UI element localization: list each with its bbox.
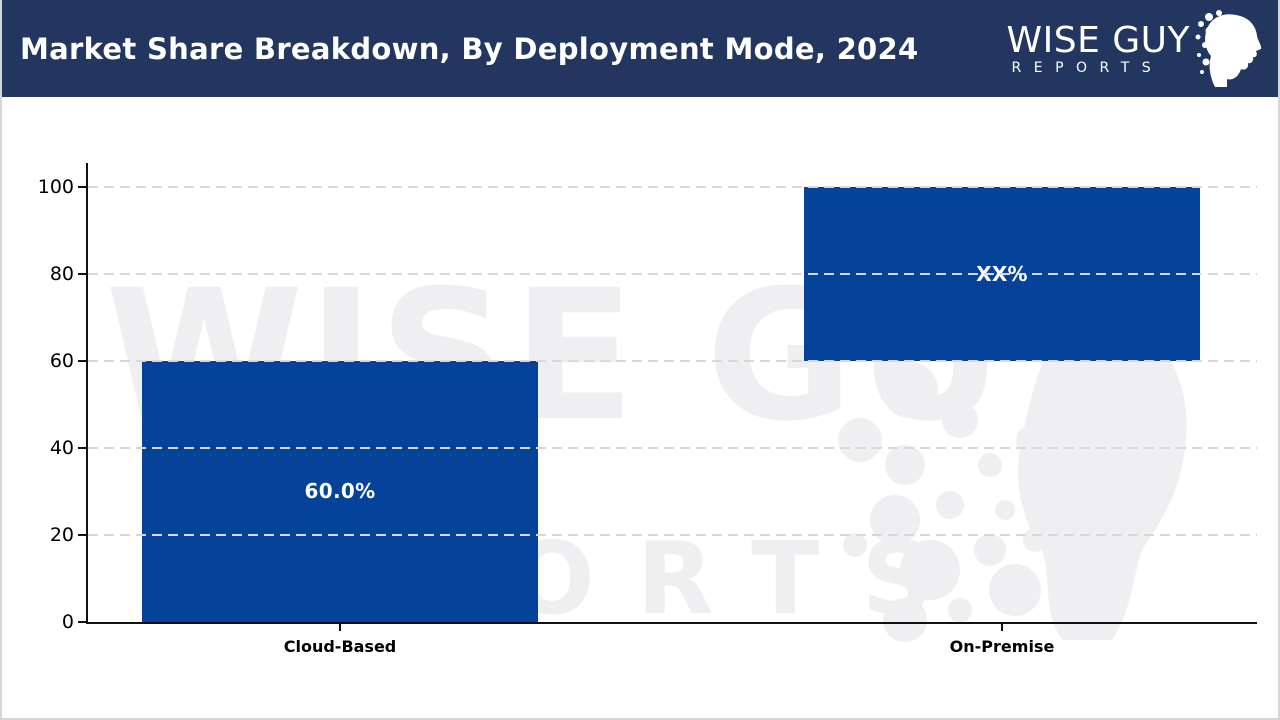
logo-reports-text: REPORTS [1011,60,1164,77]
y-tick-label: 80 [49,262,74,285]
y-tick-label: 20 [49,523,74,546]
x-tick-mark [1001,624,1003,631]
chart-title: Market Share Breakdown, By Deployment Mo… [20,31,919,66]
header-bar: Market Share Breakdown, By Deployment Mo… [0,0,1280,97]
y-tick-mark [78,272,86,275]
y-tick-label: 40 [49,436,74,459]
watermark-face-icon [838,300,1187,642]
gridline [88,533,1257,536]
wiseguy-logo: WISE GUY REPORTS [1007,8,1269,90]
gridline [88,359,1257,362]
y-tick-label: 0 [61,611,74,633]
wiseguy-face-icon [1195,10,1262,87]
y-tick-mark [78,621,86,623]
gridline [88,446,1257,449]
gridline [88,272,1257,275]
y-tick-mark [78,359,86,362]
y-tick-mark [78,185,86,188]
x-tick-mark [339,624,341,631]
x-tick-label: On-Premise [949,637,1055,656]
bar-value-label: 60.0% [304,479,376,504]
y-axis-line [86,163,88,624]
x-axis-line [86,622,1257,624]
logo-wiseguy-text: WISE GUY [1006,19,1190,61]
chart-area: WISE GUY REPORTS 60.0% XX% 0 20 40 60 80 100 [0,97,1280,720]
x-tick-label: Cloud-Based [283,637,397,656]
y-tick-mark [78,533,86,536]
plot-area: 60.0% XX% 0 20 40 60 80 100 Cloud-Based On-Prem… [38,163,1257,656]
logo-wordmark: WISE GUY REPORTS [1006,19,1191,77]
y-tick-label: 100 [37,175,74,198]
y-tick-label: 60 [49,349,74,372]
gridline [88,185,1257,188]
bar-cloud-based: 60.0% [142,360,538,622]
y-tick-mark [78,446,86,449]
